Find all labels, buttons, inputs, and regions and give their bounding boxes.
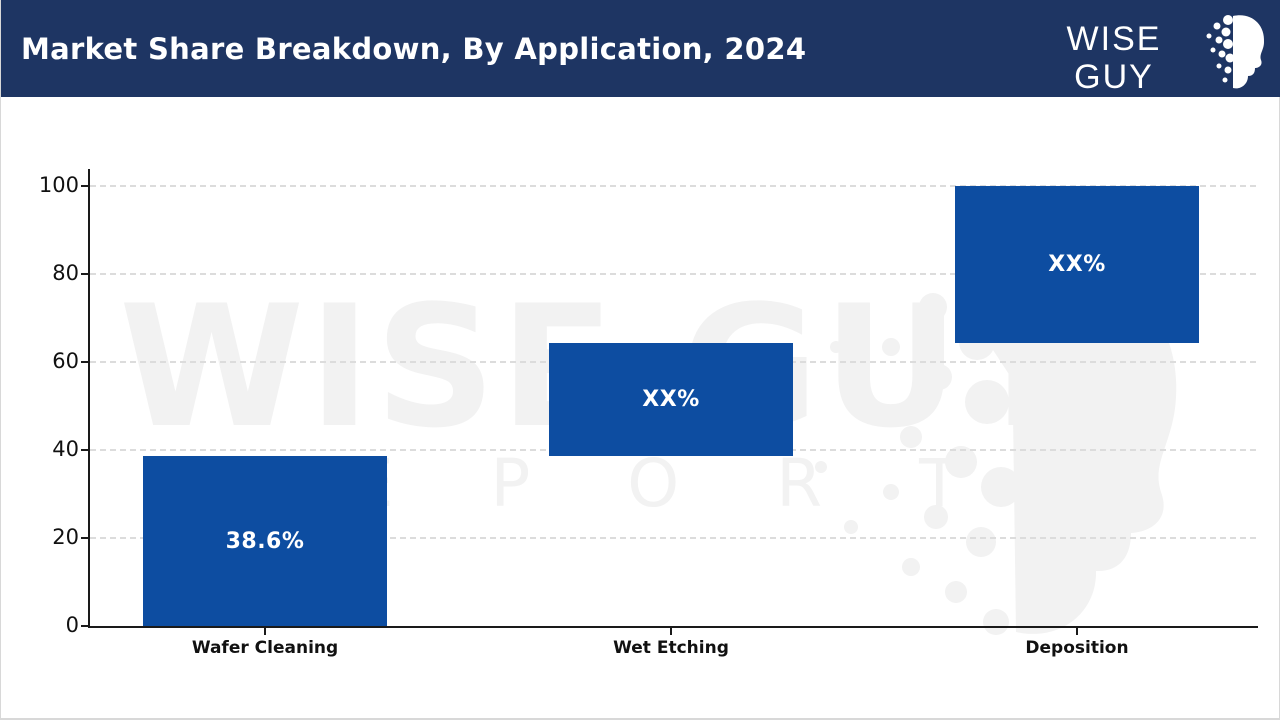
x-category-label: Wet Etching (613, 638, 729, 658)
x-category-label: Wafer Cleaning (191, 638, 339, 658)
chart-area: WISE GUY R E P O R T S 0 20 40 60 80 100 38.6%… (1, 97, 1280, 718)
gridline-20 (90, 537, 1256, 539)
y-tick-mark (81, 625, 89, 627)
bar-value-label: XX% (1048, 252, 1106, 278)
y-tick-mark (81, 449, 89, 451)
x-category-label: Deposition (1025, 638, 1129, 658)
x-tick-mark (1076, 628, 1078, 635)
chart-title: Market Share Breakdown, By Application, … (21, 31, 807, 66)
footer-divider (1, 718, 1280, 720)
bar-wet-etching: XX% (549, 343, 793, 457)
logo-text: WISE GUY REPORTS (1023, 20, 1205, 113)
y-tick-label: 100 (38, 173, 79, 197)
y-tick-label: 60 (52, 349, 79, 373)
logo-face-icon (1206, 15, 1265, 89)
watermark-face-icon (796, 260, 1177, 635)
y-tick-mark (81, 361, 89, 363)
logo-subtext: REPORTS (1054, 98, 1180, 113)
logo-wordmark: WISE GUY (1066, 20, 1162, 96)
wise-guy-reports-logo: WISE GUY REPORTS (1023, 8, 1265, 113)
x-axis-line (88, 626, 1258, 628)
y-tick-label: 20 (52, 525, 79, 549)
gridline-100 (90, 185, 1256, 187)
y-axis-line (88, 169, 90, 628)
x-tick-mark (670, 628, 672, 635)
y-tick-label: 80 (52, 261, 79, 285)
x-tick-mark (264, 628, 266, 635)
header-bar: Market Share Breakdown, By Application, … (1, 0, 1280, 113)
bar-value-label: 38.6% (225, 528, 305, 554)
bar-deposition: XX% (955, 186, 1199, 344)
y-tick-label: 40 (52, 437, 79, 461)
bar-wafer-cleaning: 38.6% (143, 456, 387, 626)
y-tick-label: 0 (65, 613, 79, 637)
y-tick-mark (81, 273, 89, 275)
y-tick-mark (81, 537, 89, 539)
y-tick-mark (81, 185, 89, 187)
bar-value-label: XX% (642, 387, 700, 413)
gridline-80 (90, 273, 1256, 275)
